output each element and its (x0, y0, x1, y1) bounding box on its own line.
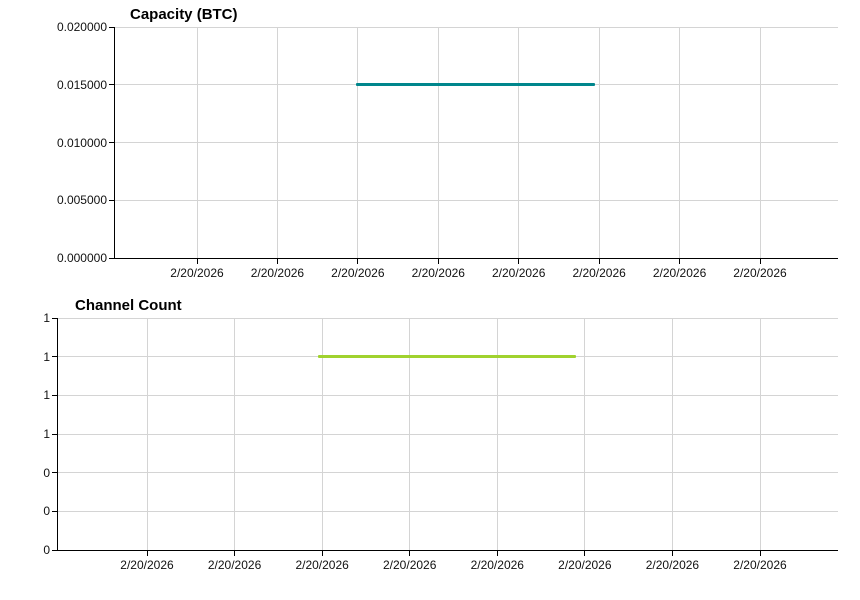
y-axis-label: 0.020000 (56, 20, 107, 34)
y-axis-tick (52, 472, 58, 474)
y-axis-tick (109, 257, 115, 259)
y-axis-label: 0.000000 (56, 251, 107, 265)
y-axis-line (114, 27, 115, 259)
x-axis-label: 2/20/2026 (558, 558, 612, 572)
x-axis-tick (671, 550, 673, 556)
y-gridline (58, 510, 838, 512)
x-axis-label: 2/20/2026 (572, 266, 626, 280)
y-axis-label: 0 (43, 504, 50, 519)
y-axis-tick (52, 394, 58, 396)
x-axis-tick (759, 550, 761, 556)
x-gridline (679, 27, 681, 258)
x-gridline (146, 318, 148, 550)
y-gridline (58, 317, 838, 319)
y-axis-tick (109, 84, 115, 86)
x-gridline (496, 318, 498, 550)
x-axis-tick (196, 258, 198, 264)
x-axis-tick (321, 550, 323, 556)
x-gridline (759, 318, 761, 550)
x-axis-line (114, 258, 838, 259)
x-gridline (759, 27, 761, 258)
y-gridline (58, 472, 838, 474)
y-gridline (115, 142, 838, 143)
x-axis-label: 2/20/2026 (645, 558, 700, 572)
x-axis-label: 2/20/2026 (207, 558, 262, 572)
x-gridline (409, 318, 411, 550)
x-axis-label: 2/20/2026 (295, 558, 349, 572)
x-axis-tick (679, 258, 681, 264)
x-axis-tick (409, 550, 411, 556)
x-axis-tick (234, 550, 236, 556)
y-axis-label: 1 (43, 388, 50, 403)
y-axis-tick (52, 317, 58, 319)
x-axis-label: 2/20/2026 (733, 266, 787, 280)
x-axis-tick (437, 258, 439, 264)
x-axis-line (57, 550, 838, 551)
x-gridline (584, 318, 586, 550)
capacity-chart-title: Capacity (BTC) (130, 6, 238, 23)
x-gridline (196, 27, 198, 258)
x-axis-tick (518, 258, 520, 264)
y-axis-tick (52, 510, 58, 512)
x-gridline (518, 27, 520, 258)
y-axis-label: 0 (43, 465, 50, 480)
y-gridline (58, 433, 838, 435)
channel-count-series-line (317, 355, 576, 359)
x-axis-label: 2/20/2026 (411, 266, 465, 280)
y-axis-line (57, 318, 58, 551)
x-axis-tick (598, 258, 600, 264)
channel-count-chart-title: Channel Count (75, 297, 182, 314)
x-gridline (671, 318, 673, 550)
x-axis-label: 2/20/2026 (383, 558, 437, 572)
x-gridline (276, 27, 278, 258)
x-gridline (321, 318, 323, 550)
y-gridline (115, 199, 838, 201)
y-axis-tick (52, 356, 58, 358)
x-axis-tick (584, 550, 586, 556)
y-axis-label: 1 (43, 349, 50, 364)
x-axis-label: 2/20/2026 (331, 266, 385, 280)
x-axis-tick (357, 258, 359, 264)
y-axis-tick (109, 26, 115, 28)
x-axis-tick (496, 550, 498, 556)
y-axis-tick (109, 199, 115, 201)
y-gridline (58, 394, 838, 396)
y-axis-label: 0 (43, 543, 50, 557)
y-axis-tick (52, 549, 58, 551)
x-gridline (357, 27, 359, 258)
x-gridline (598, 27, 600, 258)
x-gridline (234, 318, 236, 550)
x-axis-label: 2/20/2026 (470, 558, 524, 572)
y-axis-label: 0.010000 (56, 135, 107, 150)
x-axis-tick (276, 258, 278, 264)
x-axis-label: 2/20/2026 (733, 558, 787, 572)
y-gridline (115, 26, 838, 28)
x-axis-label: 2/20/2026 (120, 558, 174, 572)
y-axis-tick (109, 142, 115, 143)
x-axis-label: 2/20/2026 (492, 266, 546, 280)
x-axis-label: 2/20/2026 (652, 266, 707, 280)
x-axis-tick (146, 550, 148, 556)
x-axis-tick (759, 258, 761, 264)
y-axis-label: 0.005000 (56, 193, 107, 208)
capacity-series-line (355, 83, 596, 87)
y-axis-tick (52, 433, 58, 435)
x-axis-label: 2/20/2026 (250, 266, 305, 280)
x-gridline (437, 27, 439, 258)
y-axis-label: 1 (43, 427, 50, 441)
x-axis-label: 2/20/2026 (170, 266, 224, 280)
y-axis-label: 1 (43, 311, 50, 325)
y-axis-label: 0.015000 (56, 77, 107, 92)
